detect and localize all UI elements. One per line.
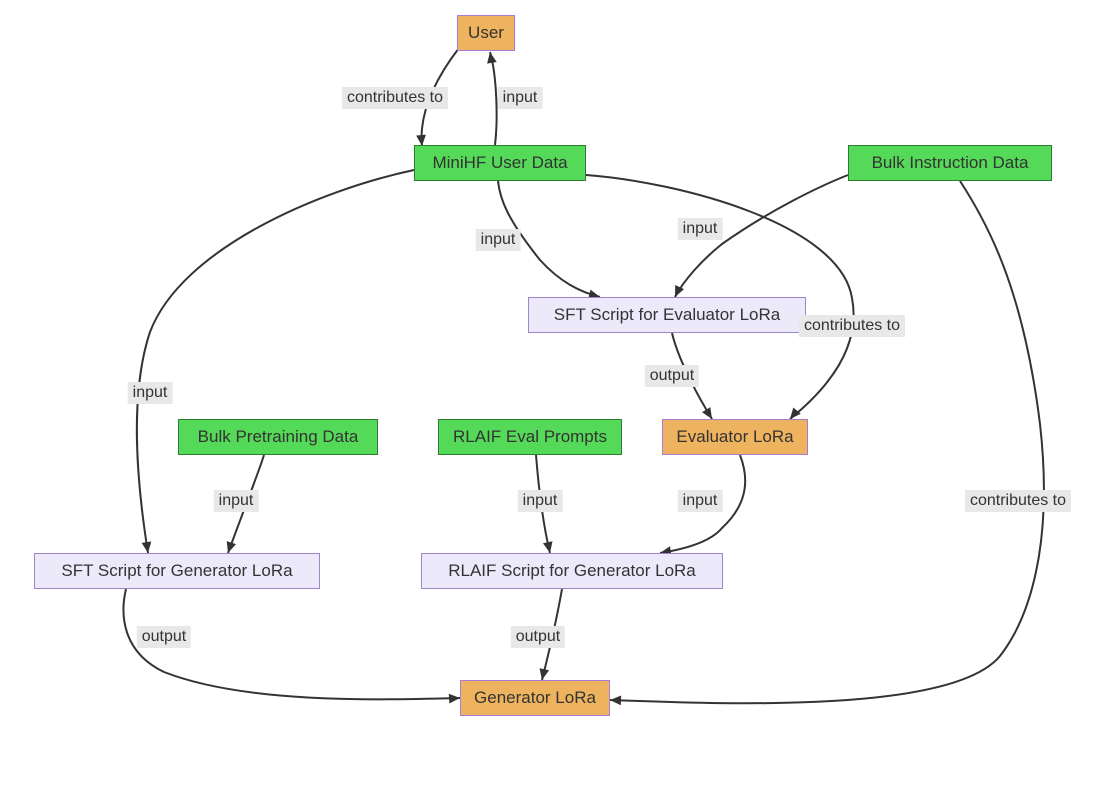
edge-e2 bbox=[490, 52, 497, 145]
node-label: User bbox=[468, 23, 504, 43]
node-bulkpre: Bulk Pretraining Data bbox=[178, 419, 378, 455]
edge-label-e4: input bbox=[678, 218, 723, 240]
node-label: MiniHF User Data bbox=[432, 153, 567, 173]
node-label: SFT Script for Evaluator LoRa bbox=[554, 305, 780, 325]
arrowhead bbox=[540, 668, 550, 680]
edge-label-e11: output bbox=[137, 626, 191, 648]
edge-label-e13: contributes to bbox=[965, 490, 1071, 512]
node-label: Bulk Pretraining Data bbox=[198, 427, 359, 447]
node-bulkinstr: Bulk Instruction Data bbox=[848, 145, 1052, 181]
edge-label-e1: contributes to bbox=[342, 87, 448, 109]
node-minihf: MiniHF User Data bbox=[414, 145, 586, 181]
node-rlaifPrompts: RLAIF Eval Prompts bbox=[438, 419, 622, 455]
node-label: Bulk Instruction Data bbox=[872, 153, 1029, 173]
edge-label-e12: output bbox=[511, 626, 565, 648]
edge-label-e5: output bbox=[645, 365, 699, 387]
node-label: Generator LoRa bbox=[474, 688, 596, 708]
edge-label-e9: input bbox=[518, 490, 563, 512]
node-user: User bbox=[457, 15, 515, 51]
node-label: RLAIF Script for Generator LoRa bbox=[448, 561, 696, 581]
node-label: RLAIF Eval Prompts bbox=[453, 427, 607, 447]
edge-e7 bbox=[137, 170, 414, 553]
arrowhead bbox=[610, 696, 621, 706]
node-label: Evaluator LoRa bbox=[676, 427, 793, 447]
arrowhead bbox=[487, 52, 497, 64]
node-rlaifGen: RLAIF Script for Generator LoRa bbox=[421, 553, 723, 589]
arrowhead bbox=[543, 541, 553, 553]
arrowhead bbox=[449, 694, 460, 704]
edge-label-e7: input bbox=[128, 382, 173, 404]
edge-label-e10: input bbox=[678, 490, 723, 512]
node-sftEval: SFT Script for Evaluator LoRa bbox=[528, 297, 806, 333]
arrowhead bbox=[790, 407, 801, 419]
edge-label-e8: input bbox=[214, 490, 259, 512]
arrowhead bbox=[142, 541, 152, 553]
edge-label-e3: input bbox=[476, 229, 521, 251]
arrowhead bbox=[675, 285, 684, 297]
edge-label-e2: input bbox=[498, 87, 543, 109]
node-sftGen: SFT Script for Generator LoRa bbox=[34, 553, 320, 589]
edge-label-e6: contributes to bbox=[799, 315, 905, 337]
arrowhead bbox=[227, 541, 236, 553]
node-genLora: Generator LoRa bbox=[460, 680, 610, 716]
node-evalLora: Evaluator LoRa bbox=[662, 419, 808, 455]
node-label: SFT Script for Generator LoRa bbox=[61, 561, 292, 581]
